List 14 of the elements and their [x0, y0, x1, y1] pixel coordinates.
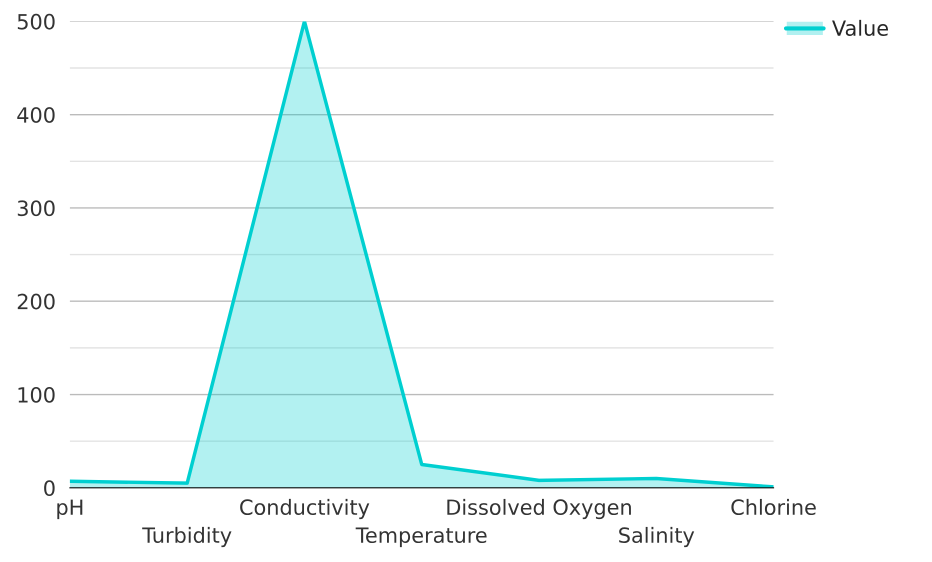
x-tick-label: Dissolved Oxygen	[447, 498, 631, 520]
y-tick-label: 400	[17, 107, 55, 123]
y-tick-label: 0	[44, 480, 55, 496]
x-tick-label: Chlorine	[731, 498, 816, 516]
x-tick-label: Turbidity	[142, 526, 232, 548]
y-tick-label: 100	[18, 386, 55, 403]
x-tick-label: Temperature	[356, 528, 487, 548]
legend-label: Value	[832, 20, 888, 36]
y-tick-label: 200	[18, 294, 55, 310]
x-tick-label: Salinity	[619, 526, 694, 548]
y-tick-label: 300	[18, 200, 55, 216]
x-tick-label: Conductivity	[240, 498, 370, 520]
x-tick-label: pH	[57, 500, 82, 520]
y-tick-label: 500	[18, 14, 55, 30]
